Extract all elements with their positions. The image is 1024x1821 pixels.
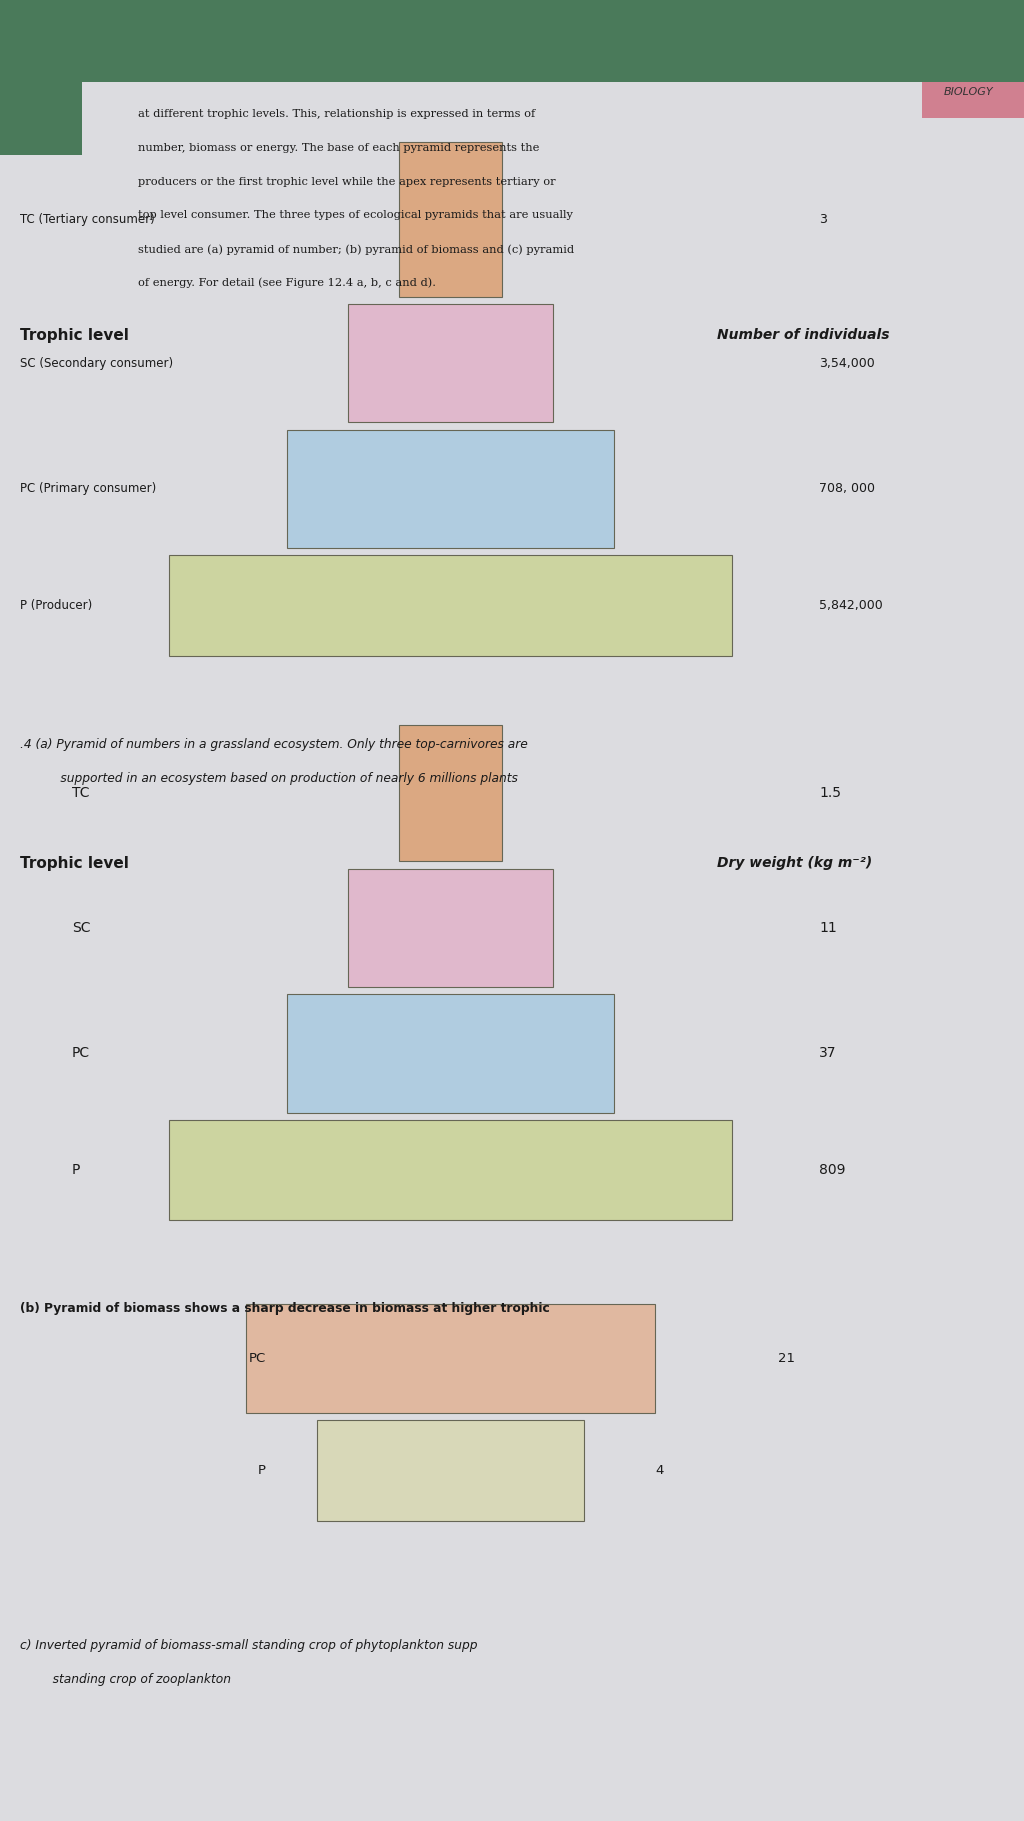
Text: SC (Secondary consumer): SC (Secondary consumer) <box>20 357 174 370</box>
Bar <box>287 430 614 548</box>
Text: 37: 37 <box>819 1047 837 1060</box>
Bar <box>348 869 553 987</box>
Bar <box>399 142 502 297</box>
FancyBboxPatch shape <box>922 82 1024 118</box>
Bar <box>399 725 502 861</box>
Text: (b) Pyramid of biomass shows a sharp decrease in biomass at higher trophic: (b) Pyramid of biomass shows a sharp dec… <box>20 1302 550 1315</box>
Text: P: P <box>258 1464 266 1477</box>
Text: PC: PC <box>249 1351 266 1366</box>
Text: at different trophic levels. This, relationship is expressed in terms of: at different trophic levels. This, relat… <box>138 109 536 118</box>
Text: 21: 21 <box>778 1351 796 1366</box>
Bar <box>246 1304 655 1413</box>
Text: P: P <box>72 1164 80 1176</box>
Text: Trophic level: Trophic level <box>20 328 129 342</box>
Text: SC: SC <box>72 921 90 934</box>
Text: BIOLOGY: BIOLOGY <box>944 87 993 97</box>
Text: PC: PC <box>72 1047 90 1060</box>
Text: number, biomass or energy. The base of each pyramid represents the: number, biomass or energy. The base of e… <box>138 144 540 153</box>
Text: .4 (a) Pyramid of numbers in a grassland ecosystem. Only three top-carnivores ar: .4 (a) Pyramid of numbers in a grassland… <box>20 738 528 750</box>
Text: TC (Tertiary consumer): TC (Tertiary consumer) <box>20 213 156 226</box>
Text: PC (Primary consumer): PC (Primary consumer) <box>20 483 157 495</box>
Text: TC: TC <box>72 787 89 799</box>
FancyBboxPatch shape <box>0 0 1024 82</box>
Text: 1.5: 1.5 <box>819 787 841 799</box>
Text: P (Producer): P (Producer) <box>20 599 93 612</box>
Text: 708, 000: 708, 000 <box>819 483 876 495</box>
Text: supported in an ecosystem based on production of nearly 6 millions plants: supported in an ecosystem based on produ… <box>41 772 518 785</box>
Bar <box>317 1420 584 1521</box>
Bar <box>169 1120 732 1220</box>
Text: Number of individuals: Number of individuals <box>717 328 889 342</box>
Text: Trophic level: Trophic level <box>20 856 129 870</box>
Bar <box>169 555 732 656</box>
Text: Dry weight (kg m⁻²): Dry weight (kg m⁻²) <box>717 856 872 870</box>
Text: 3: 3 <box>819 213 827 226</box>
Text: 5,842,000: 5,842,000 <box>819 599 883 612</box>
Text: standing crop of zooplankton: standing crop of zooplankton <box>41 1673 231 1686</box>
Text: top level consumer. The three types of ecological pyramids that are usually: top level consumer. The three types of e… <box>138 211 573 220</box>
Text: producers or the first trophic level while the apex represents tertiary or: producers or the first trophic level whi… <box>138 177 556 186</box>
Text: 809: 809 <box>819 1164 846 1176</box>
FancyBboxPatch shape <box>0 73 82 155</box>
Bar <box>287 994 614 1113</box>
Text: of energy. For detail (see Figure 12.4 a, b, c and d).: of energy. For detail (see Figure 12.4 a… <box>138 279 436 288</box>
Text: c) Inverted pyramid of biomass-small standing crop of phytoplankton supp: c) Inverted pyramid of biomass-small sta… <box>20 1639 478 1652</box>
Text: 4: 4 <box>655 1464 664 1477</box>
Text: 11: 11 <box>819 921 837 934</box>
Bar <box>348 304 553 422</box>
Text: 3,54,000: 3,54,000 <box>819 357 874 370</box>
Text: studied are (a) pyramid of number; (b) pyramid of biomass and (c) pyramid: studied are (a) pyramid of number; (b) p… <box>138 244 574 255</box>
